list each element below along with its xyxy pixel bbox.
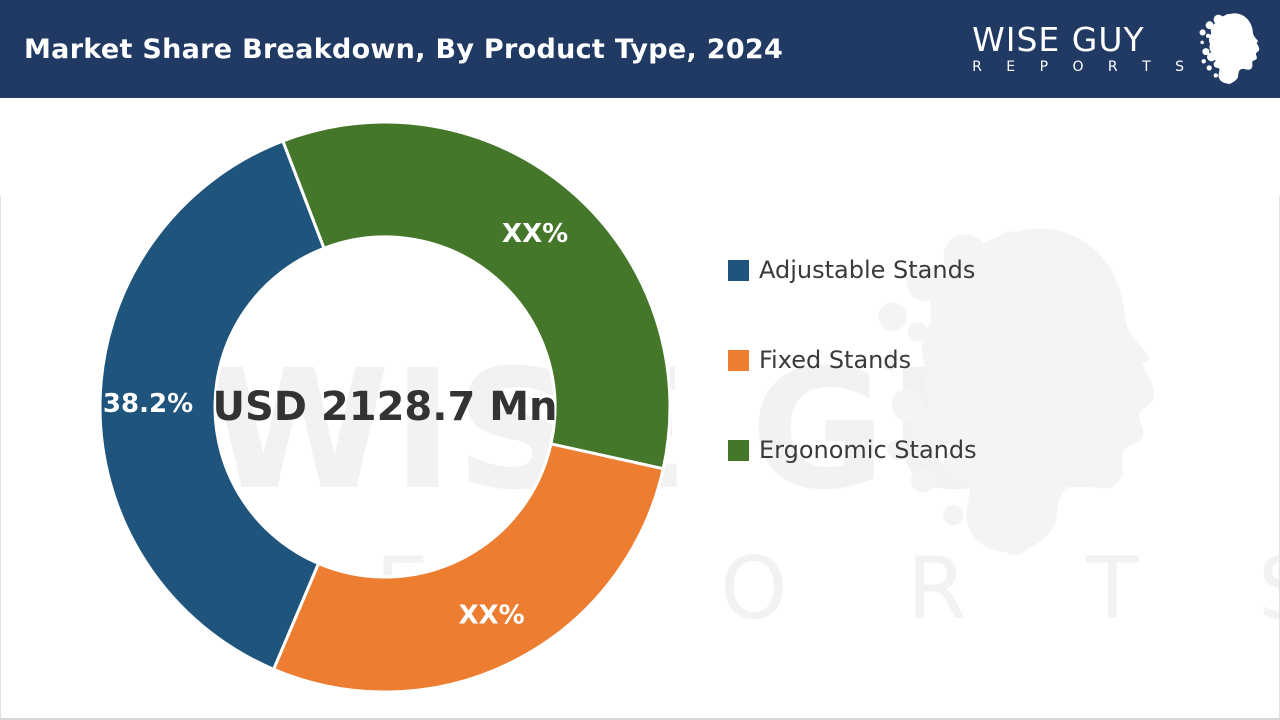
slice-percvalue-label: XX%: [459, 601, 525, 631]
legend-item-fixed-stands: Fixed Stands: [728, 346, 977, 374]
legend-item-ergonomic-stands: Ergonomic Stands: [728, 436, 977, 464]
wise-guy-logo: WISE GUY R E P O R T S: [972, 9, 1262, 89]
donut-center-value: USD 2128.7 Mn: [212, 384, 558, 430]
logo-subtext: R E P O R T S: [972, 59, 1194, 76]
legend-label: Fixed Stands: [759, 346, 912, 374]
legend-swatch-fixed-stands: [728, 349, 749, 371]
frame-edge-bottom: [0, 718, 1280, 720]
logo-text: WISE GUY R E P O R T S: [972, 19, 1194, 76]
slice-percvalue-label: XX%: [502, 219, 568, 249]
donut-slice-adjustable-stands: [98, 139, 326, 671]
page-title: Market Share Breakdown, By Product Type,…: [24, 33, 784, 65]
legend-swatch-ergonomic-stands: [728, 439, 749, 461]
chart-area: WISE GUY R E P O R T S 38.2% XX% XX% USD 2…: [0, 98, 1280, 720]
donut-slice-fixed-stands: [272, 442, 665, 694]
legend-label: Adjustable Stands: [759, 256, 976, 284]
legend-swatch-adjustable-stands: [728, 259, 749, 281]
frame-edge-left: [0, 196, 1, 720]
legend-label: Ergonomic Stands: [759, 436, 977, 464]
legend-item-adjustable-stands: Adjustable Stands: [728, 256, 977, 284]
chart-legend: Adjustable Stands Fixed Stands Ergonomic…: [728, 256, 977, 526]
slice-percvalue-label: 38.2%: [103, 389, 193, 419]
header-bar: Market Share Breakdown, By Product Type,…: [0, 0, 1280, 98]
logo-wordmark: WISE GUY: [972, 19, 1145, 59]
donut-slice-ergonomic-stands: [281, 120, 672, 471]
